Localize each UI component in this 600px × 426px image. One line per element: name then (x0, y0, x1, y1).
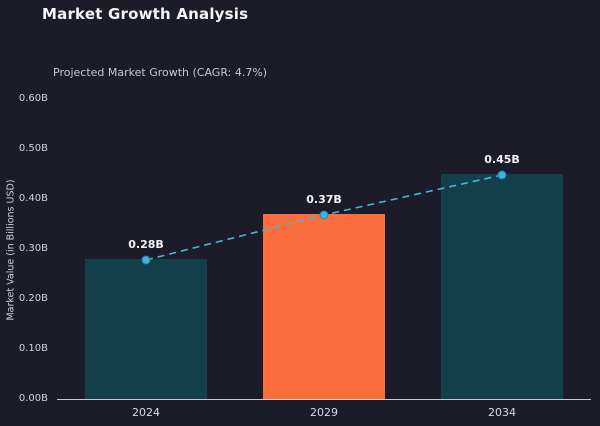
value-label: 0.28B (128, 238, 164, 251)
value-label: 0.45B (484, 153, 520, 166)
bar-2024 (85, 259, 207, 399)
data-point-marker (497, 170, 507, 180)
x-tick-label: 2029 (310, 406, 338, 419)
y-tick-label: 0.50B (18, 143, 48, 154)
y-tick-label: 0.30B (18, 243, 48, 254)
plot-area: 0.28B 0.37B 0.45B (57, 100, 591, 400)
y-tick-label: 0.40B (18, 193, 48, 204)
chart-subtitle: Projected Market Growth (CAGR: 4.7%) (53, 66, 268, 79)
y-tick-label: 0.10B (18, 343, 48, 354)
bar-2034 (441, 174, 563, 399)
value-label: 0.37B (306, 193, 342, 206)
y-tick-label: 0.00B (18, 393, 48, 404)
y-tick-label: 0.60B (18, 93, 48, 104)
x-tick-label: 2024 (132, 406, 160, 419)
chart-title: Market Growth Analysis (42, 5, 249, 23)
data-point-marker (141, 255, 151, 265)
x-tick-label: 2034 (488, 406, 516, 419)
y-tick-label: 0.20B (18, 293, 48, 304)
data-point-marker (319, 210, 329, 220)
bar-2029 (263, 214, 385, 399)
